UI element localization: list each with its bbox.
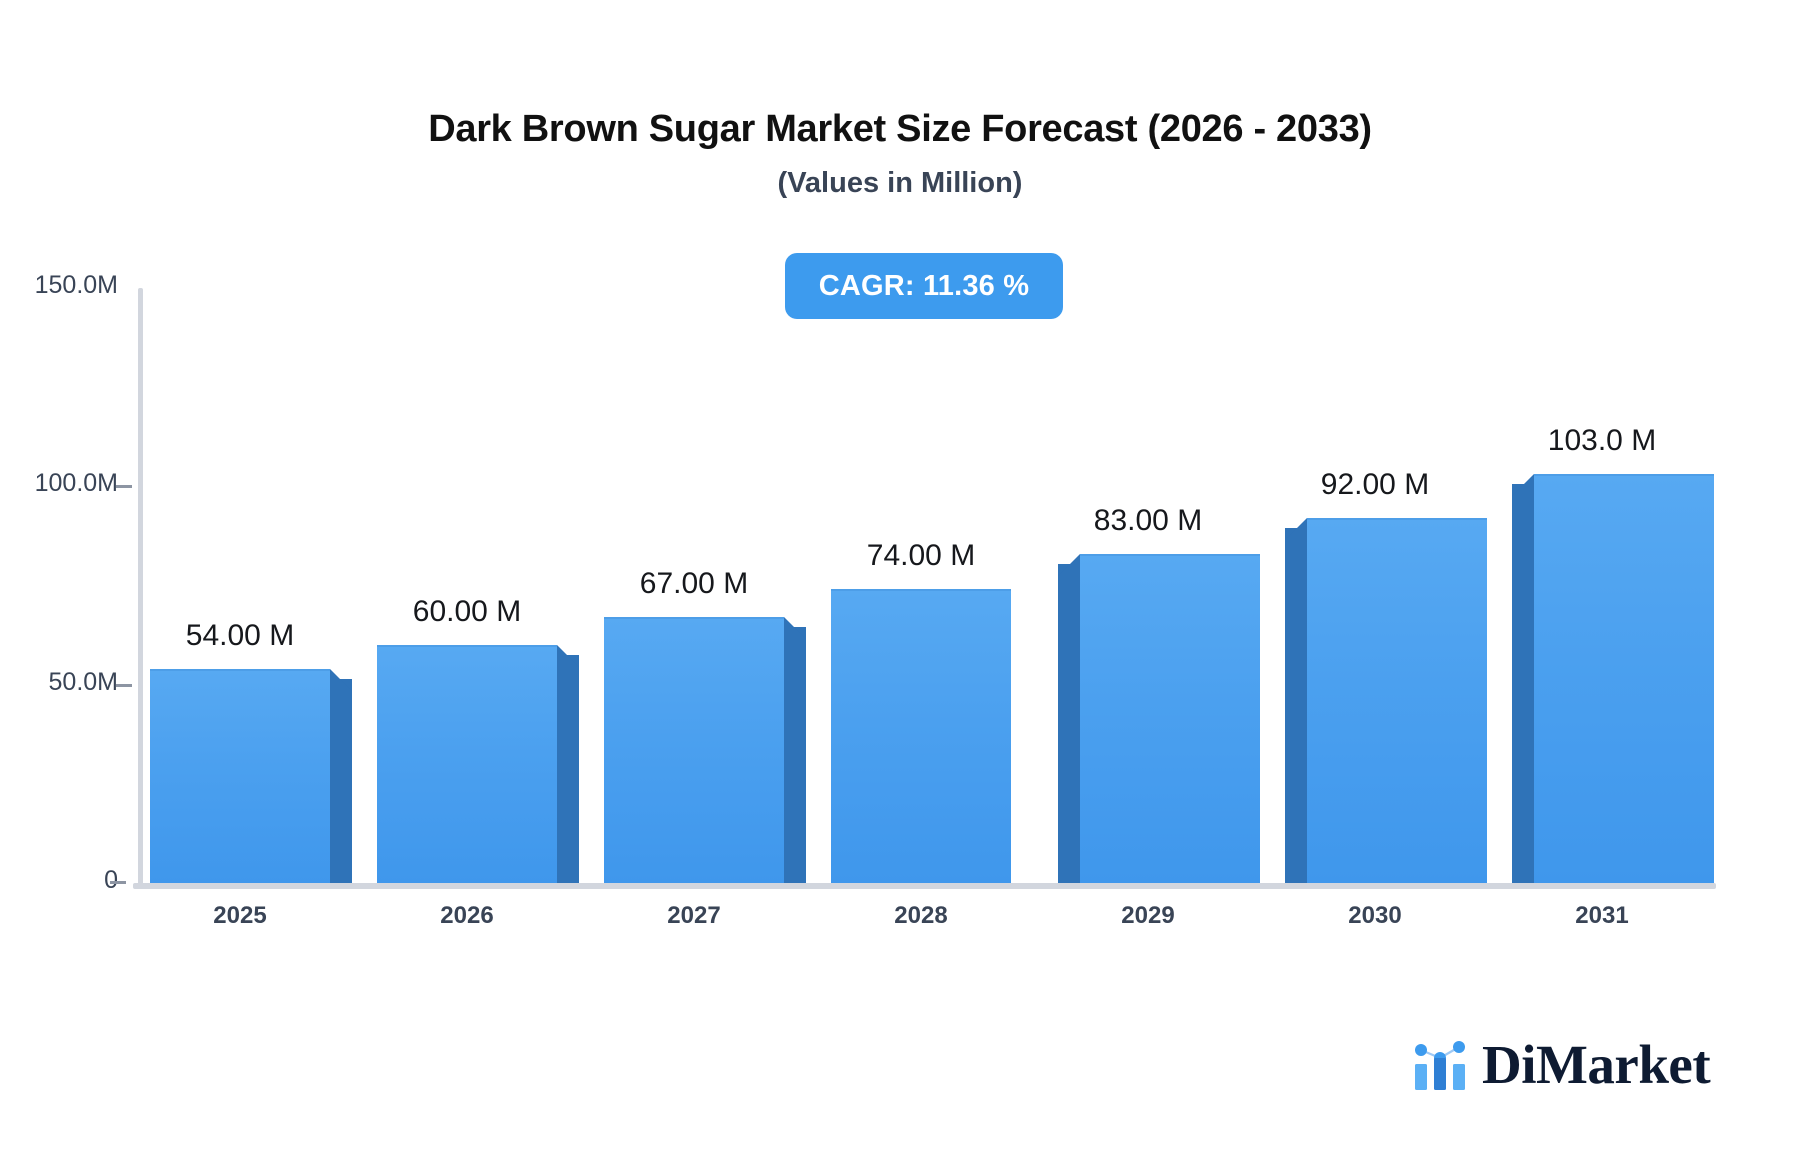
bar bbox=[604, 617, 806, 883]
x-axis-label: 2027 bbox=[667, 902, 721, 929]
y-axis-tick-mark bbox=[116, 485, 132, 489]
bar-value-label: 67.00 M bbox=[639, 567, 749, 601]
bar-face bbox=[1307, 518, 1487, 883]
bar-3d-side bbox=[784, 627, 806, 883]
bar-3d-cap bbox=[784, 617, 806, 640]
x-axis-label: 2025 bbox=[213, 902, 267, 929]
bar-value-label: 74.00 M bbox=[866, 539, 976, 573]
x-axis-label: 2026 bbox=[440, 902, 494, 929]
y-axis-tick-label: 150.0M bbox=[34, 271, 118, 299]
page-title: Dark Brown Sugar Market Size Forecast (2… bbox=[428, 108, 1372, 150]
bar-value-label: 60.00 M bbox=[412, 595, 522, 628]
bar-face bbox=[1534, 474, 1714, 883]
bar bbox=[150, 668, 352, 883]
bar-3d-side bbox=[1058, 563, 1080, 883]
y-axis-tick-label: 100.0M bbox=[34, 469, 118, 498]
y-axis-tick-mark bbox=[116, 683, 132, 687]
bar-face bbox=[1080, 553, 1260, 883]
bar bbox=[377, 645, 579, 883]
bar bbox=[1285, 518, 1487, 883]
bar-3d-cap bbox=[330, 668, 352, 691]
bar-3d-side bbox=[1285, 528, 1307, 883]
bar bbox=[831, 589, 1033, 883]
bar-face bbox=[377, 645, 557, 883]
bar-3d-cap bbox=[1512, 474, 1534, 497]
x-axis-label: 2029 bbox=[1121, 902, 1175, 929]
x-axis-label: 2028 bbox=[894, 902, 948, 929]
bar-value-label: 83.00 M bbox=[1093, 503, 1203, 537]
bar-3d-cap bbox=[557, 645, 579, 667]
bar-3d-side bbox=[1512, 484, 1534, 883]
bar-3d-cap bbox=[1058, 553, 1080, 576]
x-axis-line bbox=[133, 883, 1716, 889]
y-axis-tick-label: 50.0M bbox=[48, 667, 118, 696]
brand-name: DiMarket bbox=[1482, 1033, 1711, 1095]
cagr-badge: CAGR: 11.36 % bbox=[785, 253, 1063, 319]
brand-logo: DiMarket bbox=[1412, 1033, 1711, 1095]
x-axis-label: 2030 bbox=[1348, 902, 1402, 929]
chart-subtitle: (Values in Million) bbox=[777, 167, 1023, 199]
bar-face bbox=[604, 617, 784, 883]
bar-3d-cap bbox=[1285, 518, 1307, 541]
x-axis-label: 2031 bbox=[1575, 902, 1629, 929]
bar-face bbox=[831, 589, 1011, 883]
bar-face bbox=[150, 668, 330, 883]
y-axis-tick-label: 0 bbox=[104, 866, 118, 894]
bar-value-label: 54.00 M bbox=[185, 618, 295, 652]
bar-3d-side bbox=[557, 655, 579, 883]
bar-value-label: 92.00 M bbox=[1320, 468, 1430, 502]
bar-value-label: 103.0 M bbox=[1547, 424, 1657, 458]
bar-chart-logo-icon bbox=[1415, 1041, 1465, 1090]
y-axis-line bbox=[138, 288, 143, 888]
bar bbox=[1058, 553, 1260, 883]
y-axis-tick-mark bbox=[110, 881, 126, 884]
bar-3d-side bbox=[330, 678, 352, 883]
bar bbox=[1512, 474, 1714, 883]
